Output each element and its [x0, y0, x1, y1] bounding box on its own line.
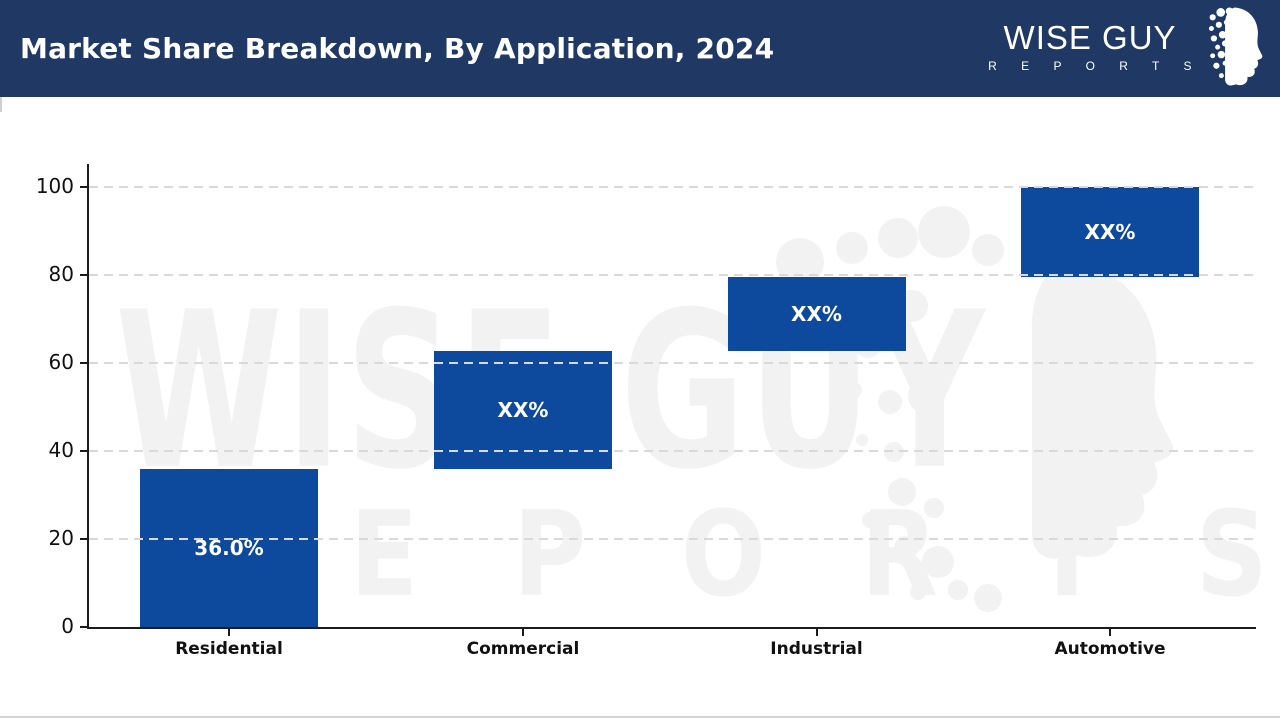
page-title: Market Share Breakdown, By Application, … [20, 32, 775, 65]
y-tick-label: 60 [48, 350, 74, 374]
x-axis-line [87, 627, 1256, 629]
gridline [89, 362, 1255, 364]
gridline [89, 538, 1255, 540]
logo-subtitle: R E P O R T S [988, 58, 1202, 73]
left-border [0, 97, 2, 112]
logo-wordmark: WISE GUY [1003, 18, 1177, 56]
bar-value-label: XX% [497, 397, 549, 422]
bar: XX% [727, 277, 906, 352]
y-tick-mark [80, 626, 88, 628]
y-tick-mark [80, 186, 88, 188]
bar: XX% [1021, 187, 1199, 278]
x-tick-mark [815, 629, 818, 636]
y-tick-label: 40 [48, 438, 74, 462]
y-tick-label: 80 [48, 262, 74, 286]
bar: XX% [434, 351, 612, 469]
logo-text: WISE GUY R E P O R T S [978, 18, 1202, 74]
y-tick-mark [80, 450, 88, 452]
bar-value-label: XX% [1084, 220, 1136, 245]
x-tick-mark [522, 629, 524, 636]
y-tick-label: 100 [35, 174, 74, 198]
header-bar: Market Share Breakdown, By Application, … [0, 0, 1280, 97]
x-category-label: Residential [175, 639, 283, 659]
wise-guy-reports-logo: WISE GUY R E P O R T S [978, 6, 1266, 87]
bottom-border [0, 716, 1280, 718]
y-tick-mark [80, 274, 88, 276]
gridline [89, 450, 1255, 452]
gridline [89, 186, 1255, 188]
x-category-label: Industrial [770, 639, 863, 659]
x-tick-mark [228, 629, 230, 636]
y-tick-label: 0 [61, 614, 74, 638]
bar-value-label: XX% [791, 302, 842, 327]
y-axis-line [87, 164, 89, 629]
y-tick-label: 20 [48, 526, 74, 550]
gridline [89, 274, 1255, 276]
y-tick-mark [80, 362, 88, 364]
bar: 36.0% [140, 468, 318, 627]
x-category-label: Automotive [1054, 639, 1166, 659]
x-category-label: Commercial [466, 639, 580, 659]
logo-head-icon [1208, 7, 1263, 86]
x-tick-mark [1109, 629, 1111, 636]
y-tick-mark [80, 538, 88, 540]
